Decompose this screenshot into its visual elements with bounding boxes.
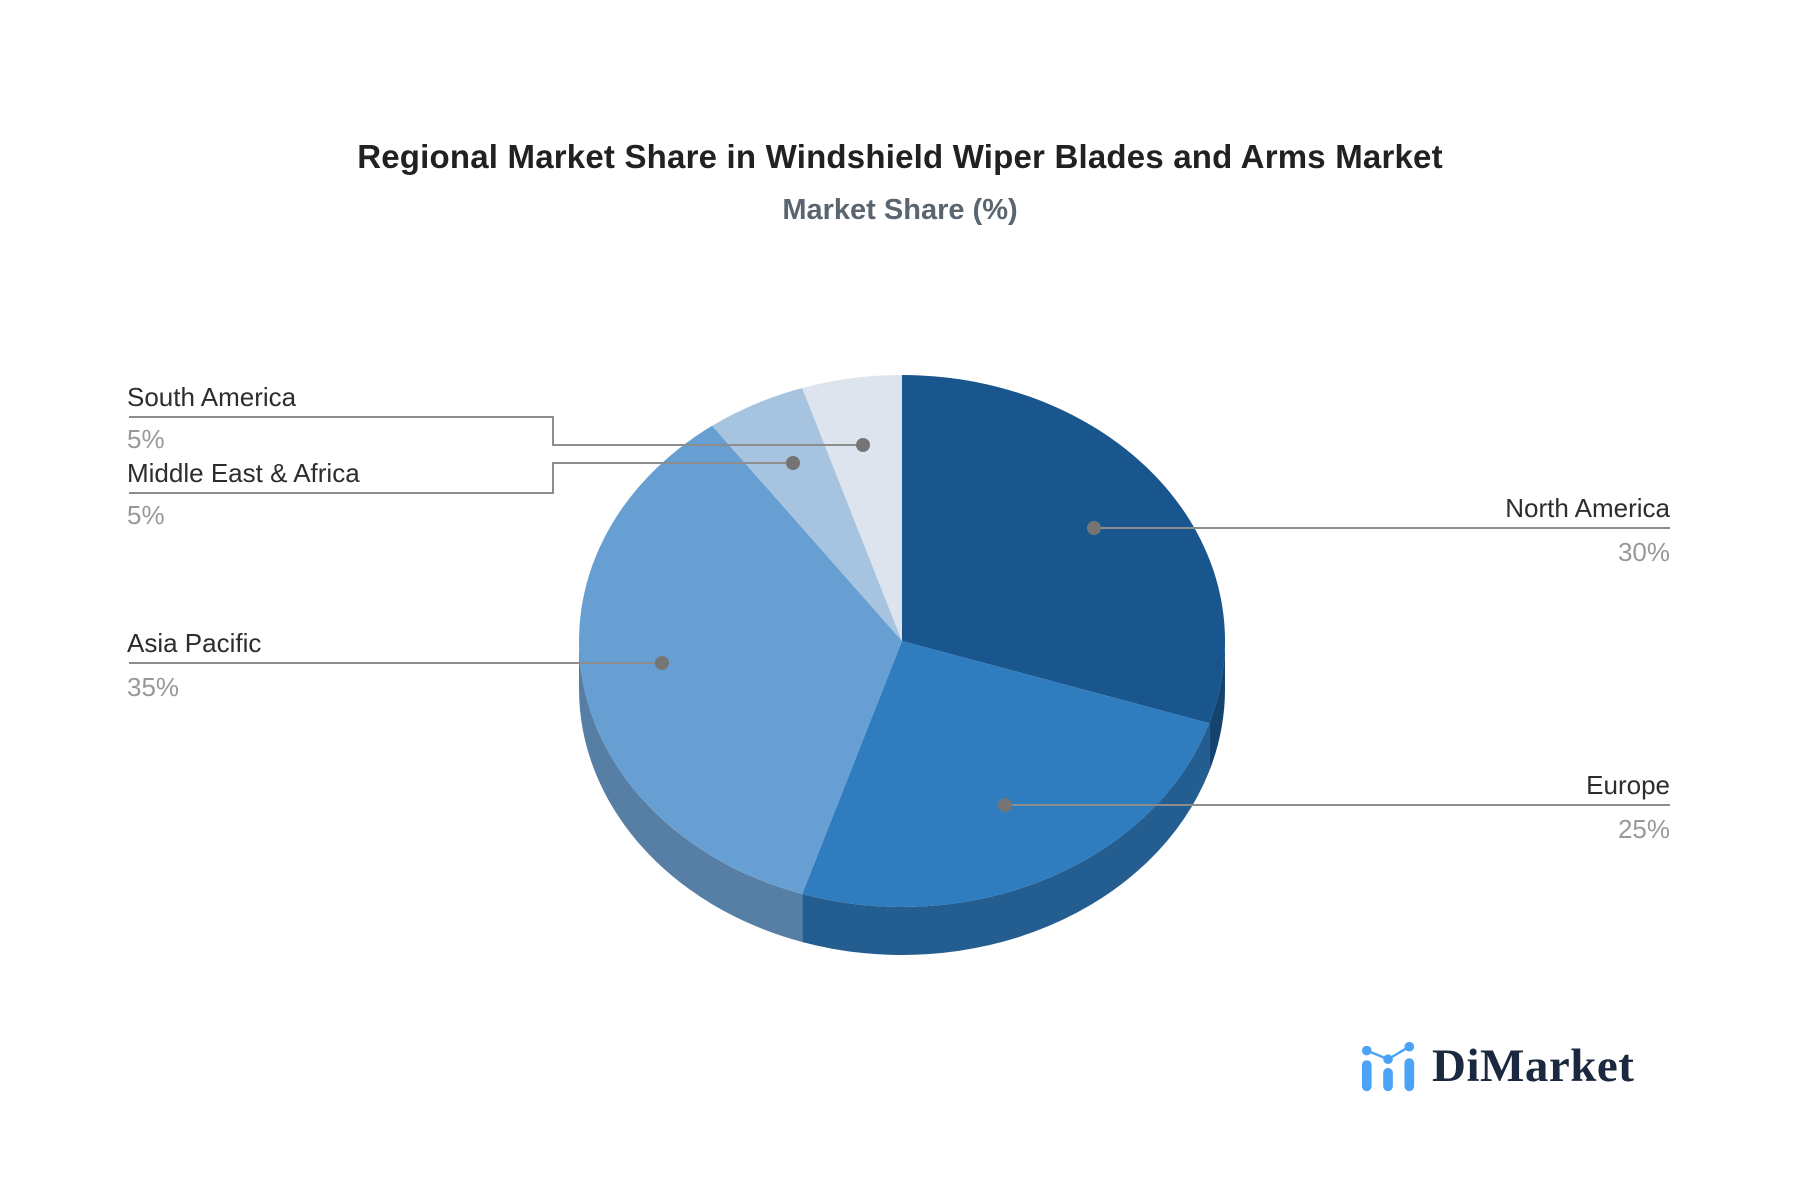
leader-dot-asia-pacific (655, 656, 669, 670)
slice-label-middle-east-africa: Middle East & Africa (127, 457, 360, 489)
slice-percent: 25% (1617, 814, 1670, 844)
slice-value-asia-pacific: 35% (127, 671, 179, 703)
slice-percent: 35% (127, 672, 180, 702)
slice-value-middle-east-africa: 5% (127, 499, 165, 531)
slice-name: Asia Pacific (127, 628, 262, 658)
slice-name: Middle East & Africa (127, 458, 360, 488)
leader-dot-europe (998, 798, 1012, 812)
pie-slice-side-europe (802, 723, 1210, 955)
slice-label-europe: Europe (1586, 769, 1670, 801)
slice-percent: 5% (127, 424, 165, 454)
pie-slice-side-asia-pacific (579, 641, 803, 942)
pie-slice-south-america[interactable] (802, 375, 902, 641)
chart-subtitle: Market Share (%) (782, 194, 1018, 226)
pie-slice-side-north-america (1209, 641, 1225, 772)
leader-dot-south-america (856, 438, 870, 452)
pie-slice-middle-east-africa[interactable] (712, 388, 902, 641)
slice-value-south-america: 5% (127, 423, 165, 455)
leader-dot-north-america (1087, 521, 1101, 535)
logo-text: DiMarket (1432, 1040, 1635, 1092)
pie-slice-europe[interactable] (802, 641, 1210, 907)
slice-percent: 5% (127, 500, 165, 530)
slice-label-south-america: South America (127, 381, 296, 413)
pie-slice-asia-pacific[interactable] (579, 425, 902, 894)
leader-line-south-america (129, 416, 863, 446)
slice-name: South America (127, 382, 297, 412)
slice-label-asia-pacific: Asia Pacific (127, 627, 261, 659)
slice-value-north-america: 30% (1618, 536, 1670, 568)
pie-slice-north-america[interactable] (902, 375, 1225, 724)
slice-name: Europe (1586, 770, 1670, 800)
dimarket-logo: DiMarket (1360, 1038, 1634, 1094)
leader-dot-middle-east-africa (786, 456, 800, 470)
bar-chart-logo-icon (1361, 1041, 1415, 1092)
slice-name: North America (1505, 493, 1670, 523)
leader-line-middle-east-africa (129, 462, 793, 494)
chart-title: Regional Market Share in Windshield Wipe… (357, 138, 1443, 175)
slice-percent: 30% (1617, 537, 1670, 567)
slice-value-europe: 25% (1618, 813, 1670, 845)
slice-label-north-america: North America (1505, 492, 1670, 524)
